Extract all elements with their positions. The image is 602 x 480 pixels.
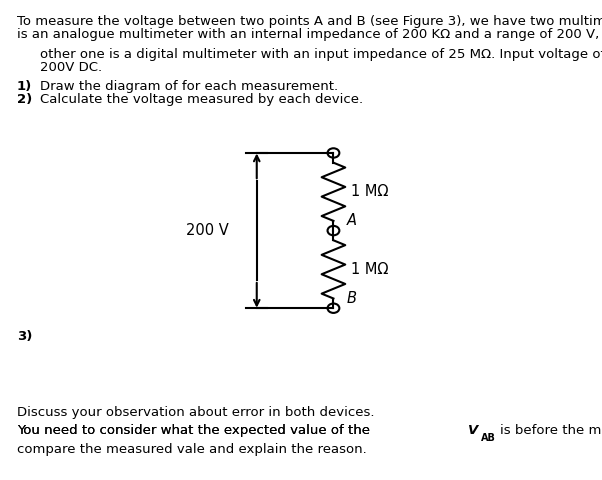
Text: 200 V: 200 V	[186, 223, 229, 238]
Text: You need to consider what the expected value of the: You need to consider what the expected v…	[17, 424, 374, 437]
Text: other one is a digital multimeter with an input impedance of 25 MΩ. Input voltag: other one is a digital multimeter with a…	[40, 48, 602, 61]
Text: compare the measured vale and explain the reason.: compare the measured vale and explain th…	[17, 443, 367, 456]
Text: 3): 3)	[17, 330, 32, 343]
Text: 2): 2)	[17, 93, 32, 106]
Text: To measure the voltage between two points A and B (see Figure 3), we have two mu: To measure the voltage between two point…	[17, 15, 602, 28]
Text: A: A	[346, 213, 356, 228]
Text: Discuss your observation about error in both devices.: Discuss your observation about error in …	[17, 406, 374, 419]
Text: 1 MΩ: 1 MΩ	[351, 184, 388, 199]
Text: is an analogue multimeter with an internal impedance of 200 KΩ and a range of 20: is an analogue multimeter with an intern…	[17, 28, 602, 41]
Text: You need to consider what the expected value of the: You need to consider what the expected v…	[17, 424, 374, 437]
Text: Calculate the voltage measured by each device.: Calculate the voltage measured by each d…	[40, 93, 364, 106]
Text: 1): 1)	[17, 80, 32, 93]
Text: is before the measurement, and then: is before the measurement, and then	[500, 424, 602, 437]
Text: AB: AB	[482, 433, 496, 443]
Text: 1 MΩ: 1 MΩ	[351, 262, 388, 277]
Text: B: B	[346, 291, 356, 306]
Text: Draw the diagram of for each measurement.: Draw the diagram of for each measurement…	[40, 80, 338, 93]
Text: V: V	[468, 424, 479, 437]
Text: 200V DC.: 200V DC.	[40, 61, 102, 74]
